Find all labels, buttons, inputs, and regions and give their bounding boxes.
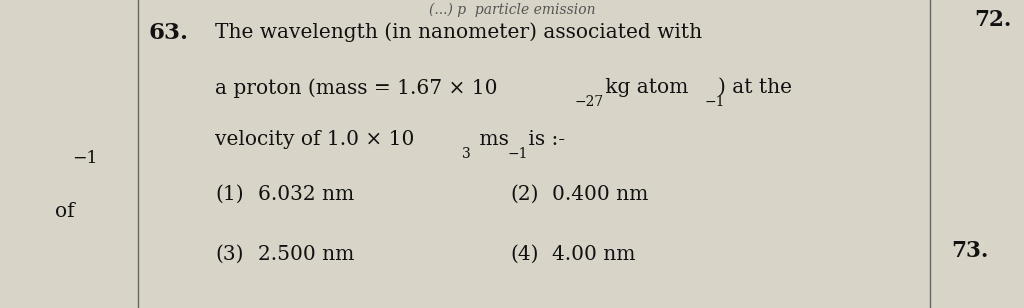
Text: −1: −1	[508, 147, 528, 161]
Text: is :-: is :-	[522, 130, 565, 149]
Text: 2.500 nm: 2.500 nm	[258, 245, 354, 264]
Text: ms: ms	[473, 130, 509, 149]
Text: (2): (2)	[510, 185, 539, 204]
Text: −1: −1	[72, 150, 97, 167]
Text: of: of	[55, 202, 75, 221]
Text: −27: −27	[575, 95, 604, 109]
Text: 63.: 63.	[148, 22, 188, 44]
Text: velocity of 1.0 × 10: velocity of 1.0 × 10	[215, 130, 415, 149]
Text: a proton (mass = 1.67 × 10: a proton (mass = 1.67 × 10	[215, 78, 498, 98]
Text: The wavelength (in nanometer) associated with: The wavelength (in nanometer) associated…	[215, 22, 702, 42]
Text: 72.: 72.	[975, 9, 1012, 31]
Text: (4): (4)	[510, 245, 539, 264]
Text: 73.: 73.	[951, 240, 989, 262]
Text: 4.00 nm: 4.00 nm	[552, 245, 636, 264]
Text: (...) p  particle emission: (...) p particle emission	[429, 3, 595, 18]
Text: −1: −1	[705, 95, 725, 109]
Text: 6.032 nm: 6.032 nm	[258, 185, 354, 204]
Text: (1): (1)	[215, 185, 244, 204]
Text: ) at the: ) at the	[718, 78, 792, 97]
Text: kg atom: kg atom	[599, 78, 688, 97]
Text: 3: 3	[462, 147, 471, 161]
Text: 0.400 nm: 0.400 nm	[552, 185, 648, 204]
Text: (3): (3)	[215, 245, 244, 264]
